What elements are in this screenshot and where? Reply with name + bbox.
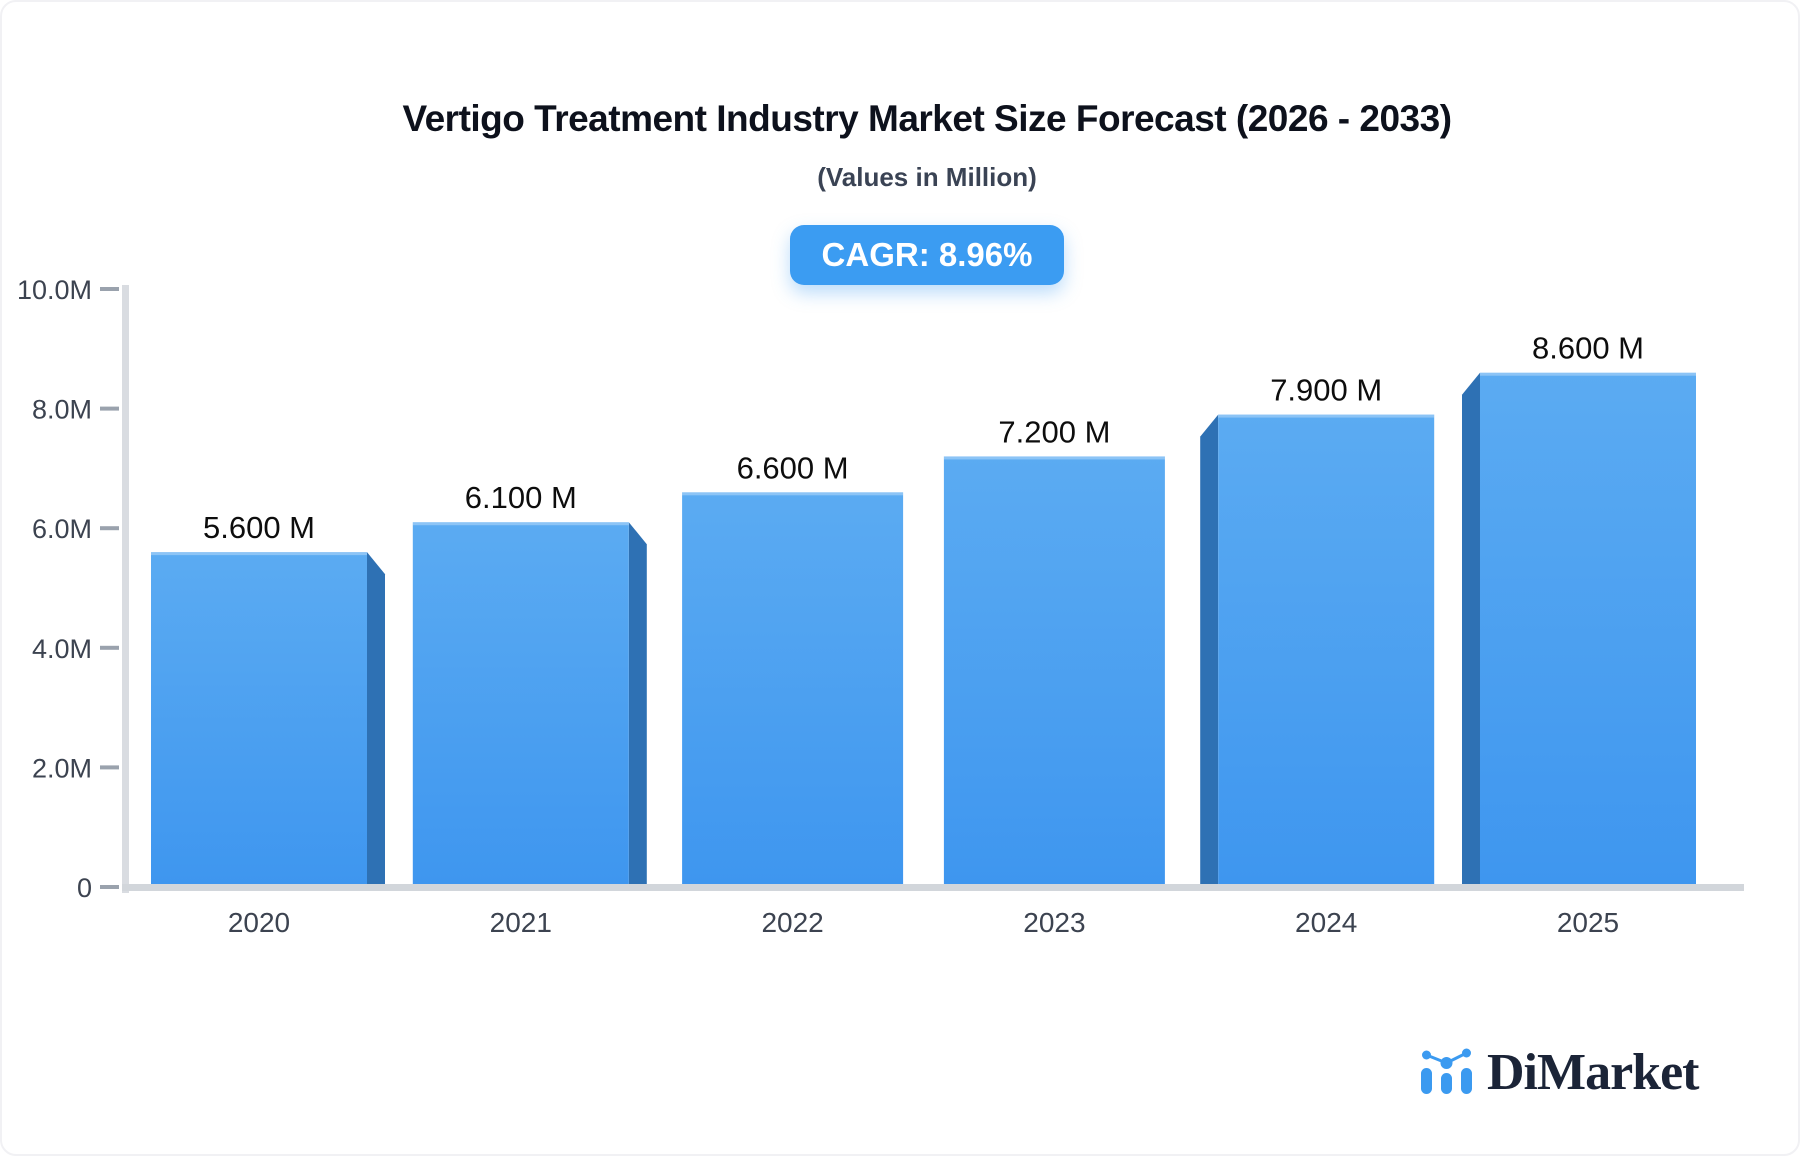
bar-3d-side	[1462, 372, 1480, 888]
bar-2021: 6.100 M 2021	[412, 480, 647, 938]
y-tick-label: 8.0M	[32, 395, 92, 425]
bar-body	[1218, 414, 1435, 887]
bar-top-highlight	[151, 552, 367, 556]
cagr-badge: CAGR: 8.96%	[789, 225, 1065, 285]
y-tick-mark	[100, 765, 119, 770]
y-tick-mark	[100, 885, 119, 889]
bar-3d-side	[367, 552, 385, 887]
page-title: Vertigo Treatment Industry Market Size F…	[402, 98, 1452, 139]
y-tick-label: 10.0M	[17, 275, 92, 305]
bar-value-label: 6.600 M	[737, 450, 849, 485]
bar-value-label: 8.600 M	[1532, 331, 1644, 366]
brand-logo: DiMarket	[1420, 1044, 1699, 1101]
bar-3d-side	[628, 522, 647, 887]
bar-2020: 5.600 M 2020	[151, 510, 385, 938]
chart-header: Vertigo Treatment Industry Market Size F…	[52, 2, 1798, 285]
y-tick-mark	[100, 406, 119, 411]
bar-body	[412, 522, 629, 887]
bar-top-highlight	[682, 492, 904, 496]
y-tick-mark	[100, 526, 119, 531]
bar-body	[943, 456, 1165, 887]
bar-body	[151, 552, 367, 887]
x-axis-label: 2023	[1023, 907, 1085, 938]
y-tick-mark	[100, 287, 119, 291]
x-axis-label: 2020	[228, 907, 290, 938]
y-tick-label: 2.0M	[32, 753, 92, 783]
y-tick-mark	[100, 645, 119, 650]
x-axis-label: 2021	[490, 907, 552, 938]
bar-body	[1480, 372, 1696, 888]
bar-3d-side	[1200, 414, 1219, 887]
y-tick-label: 4.0M	[32, 634, 92, 664]
bar-2025: 8.600 M 2025	[1462, 331, 1696, 938]
bar-2022: 6.600 M 2022	[682, 450, 904, 938]
bar-2023: 7.200 M 2023	[943, 414, 1165, 938]
brand-name: DiMarket	[1487, 1044, 1699, 1101]
bar-2024: 7.900 M 2024	[1200, 373, 1435, 938]
x-axis-label: 2022	[761, 907, 823, 938]
bar-top-highlight	[1218, 414, 1435, 418]
bar-top-highlight	[1480, 372, 1696, 376]
bar-value-label: 5.600 M	[203, 510, 315, 545]
bar-top-highlight	[943, 456, 1165, 460]
y-axis-line	[122, 285, 129, 893]
bar-top-highlight	[412, 522, 629, 526]
x-axis-label: 2024	[1295, 907, 1357, 938]
bar-chart-logo-icon	[1421, 1048, 1472, 1094]
x-axis-line	[122, 884, 1744, 891]
chart-subtitle: (Values in Million)	[817, 162, 1037, 192]
bar-value-label: 7.200 M	[998, 414, 1110, 449]
y-tick-label: 6.0M	[32, 514, 92, 544]
bar-value-label: 6.100 M	[465, 480, 577, 515]
y-tick-label: 0	[77, 873, 92, 903]
x-axis-label: 2025	[1557, 907, 1619, 938]
bar-body	[682, 492, 904, 887]
bar-value-label: 7.900 M	[1270, 373, 1382, 408]
